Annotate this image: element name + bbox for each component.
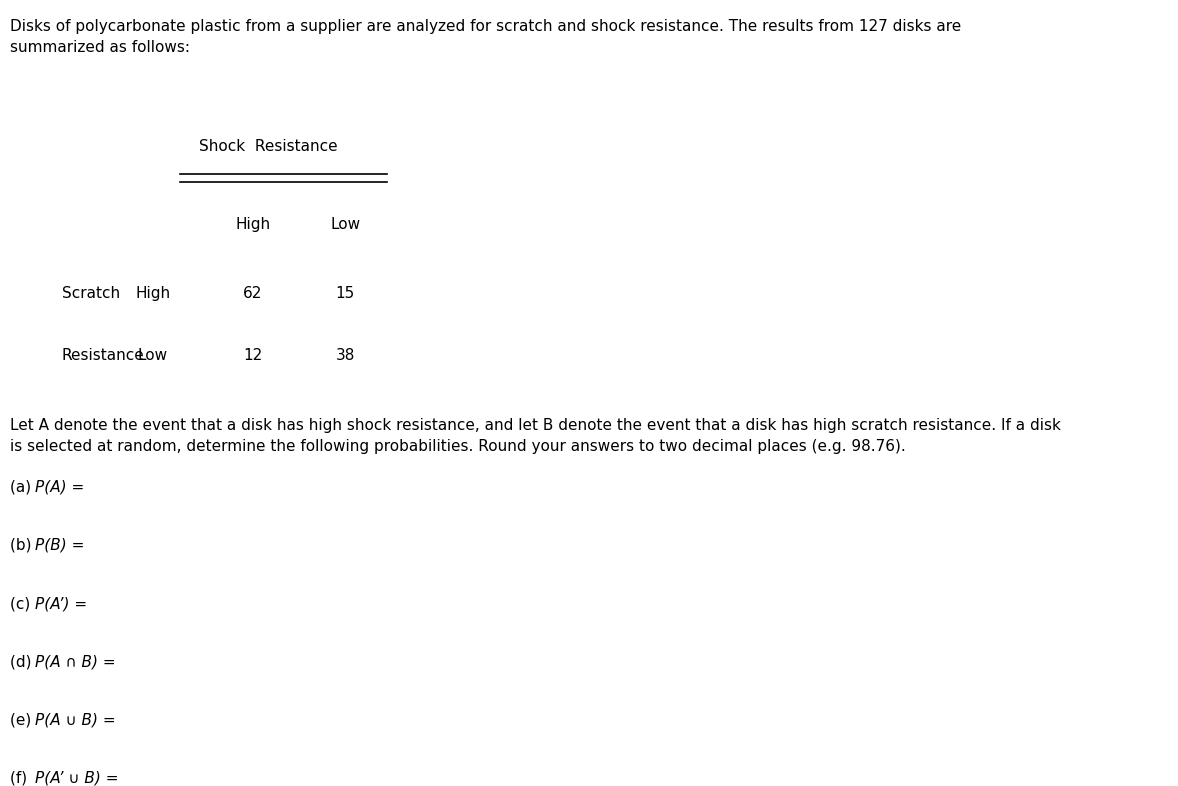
Text: P(A ∩ B) =: P(A ∩ B) = xyxy=(35,654,115,669)
Text: (d): (d) xyxy=(11,654,37,669)
Text: Resistance: Resistance xyxy=(62,348,145,363)
Text: 62: 62 xyxy=(243,286,263,301)
Text: 15: 15 xyxy=(336,286,355,301)
Text: Let A denote the event that a disk has high shock resistance, and let B denote t: Let A denote the event that a disk has h… xyxy=(11,418,1061,454)
Text: High: High xyxy=(135,286,170,301)
Text: 12: 12 xyxy=(243,348,263,363)
Text: Low: Low xyxy=(330,217,360,232)
Text: (a): (a) xyxy=(11,480,37,495)
Text: (b): (b) xyxy=(11,538,37,553)
Text: Shock  Resistance: Shock Resistance xyxy=(199,139,337,154)
Text: P(A ∪ B) =: P(A ∪ B) = xyxy=(35,712,115,727)
Text: Low: Low xyxy=(138,348,167,363)
Text: (c): (c) xyxy=(11,596,35,611)
Text: (e): (e) xyxy=(11,712,37,727)
Text: P(A) =: P(A) = xyxy=(35,480,85,495)
Text: Disks of polycarbonate plastic from a supplier are analyzed for scratch and shoc: Disks of polycarbonate plastic from a su… xyxy=(11,20,961,55)
Text: P(A’ ∪ B) =: P(A’ ∪ B) = xyxy=(35,770,119,785)
Text: P(A’) =: P(A’) = xyxy=(35,596,87,611)
Text: High: High xyxy=(236,217,270,232)
Text: P(B) =: P(B) = xyxy=(35,538,85,553)
Text: (f): (f) xyxy=(11,770,32,785)
Text: Scratch: Scratch xyxy=(62,286,120,301)
Text: 38: 38 xyxy=(336,348,355,363)
